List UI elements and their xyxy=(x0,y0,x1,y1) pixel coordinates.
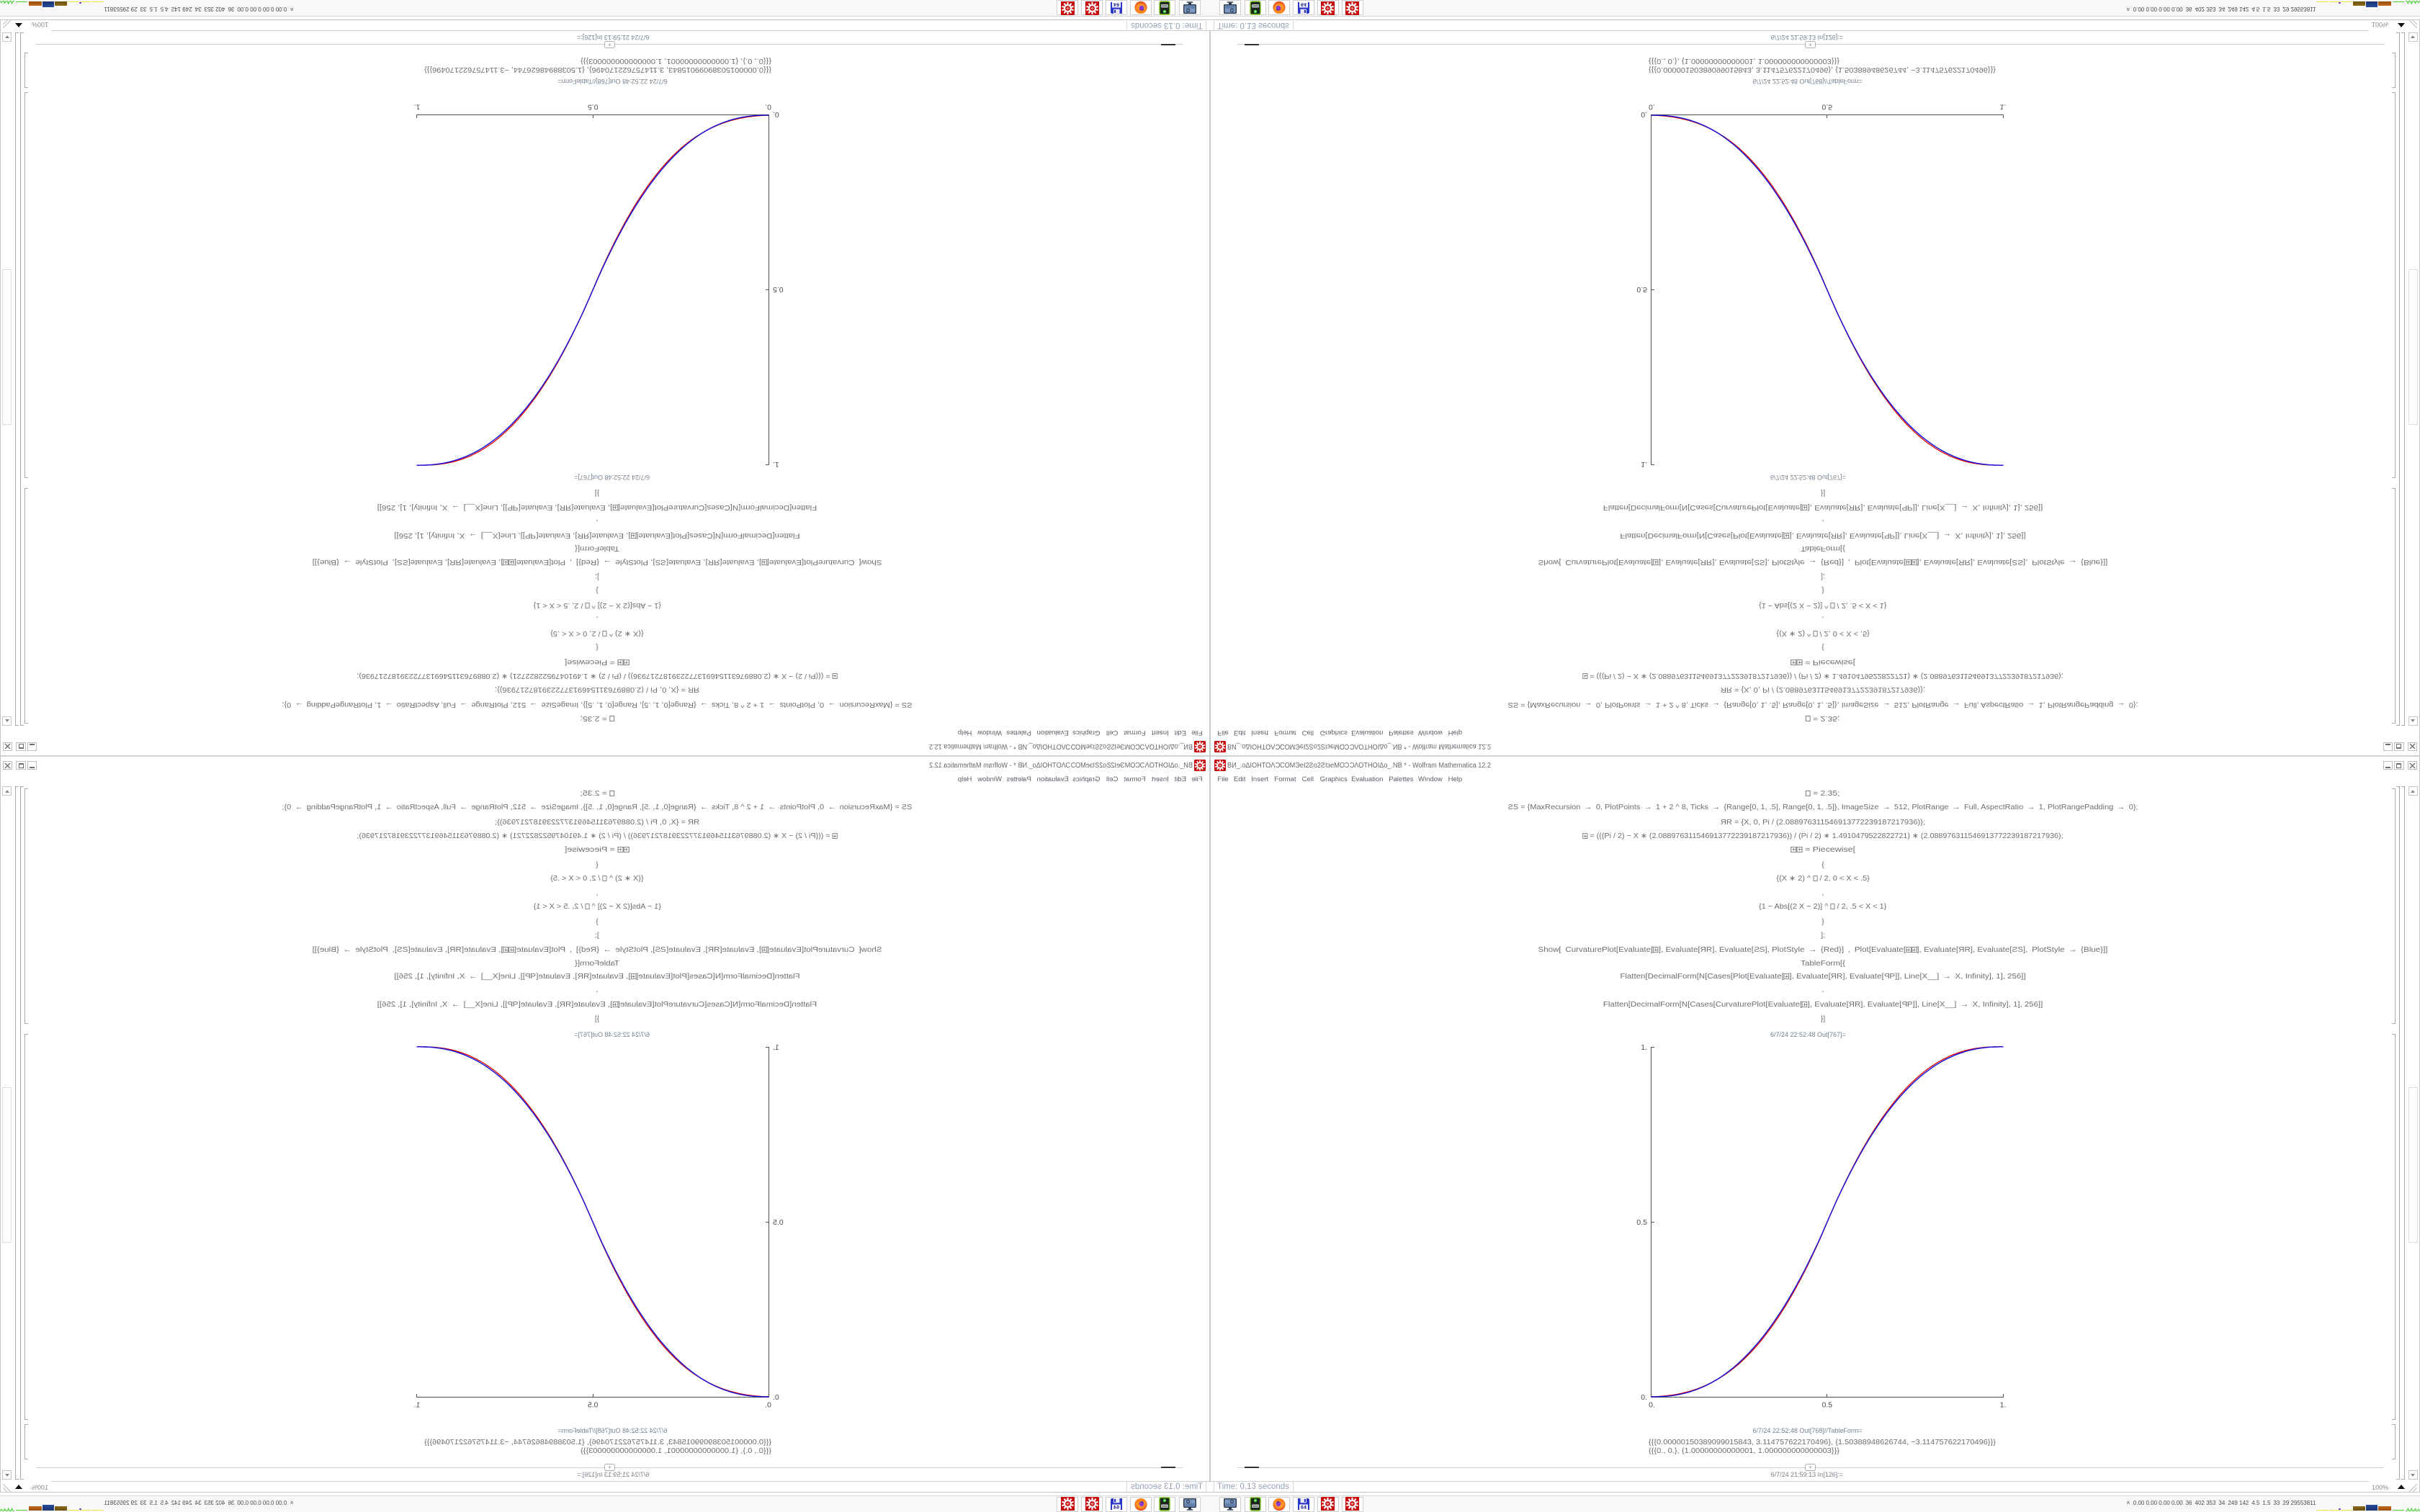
svg-text:0.: 0. xyxy=(765,103,771,112)
svg-text:64: 64 xyxy=(1301,1,1307,6)
svg-text:64: 64 xyxy=(1113,1506,1119,1511)
svg-text:1.: 1. xyxy=(773,460,779,469)
svg-text:0.5: 0.5 xyxy=(1636,285,1647,294)
svg-text:1.: 1. xyxy=(414,1401,421,1410)
svg-text:0.5: 0.5 xyxy=(588,103,599,112)
svg-text:1.: 1. xyxy=(2000,103,2007,112)
svg-text:0.5: 0.5 xyxy=(588,1401,599,1410)
svg-text:0.: 0. xyxy=(1641,1393,1647,1402)
svg-text:0.: 0. xyxy=(1641,110,1647,119)
svg-text:1.: 1. xyxy=(773,1043,779,1052)
svg-text:1.: 1. xyxy=(1641,460,1647,469)
svg-text:0.: 0. xyxy=(773,1393,779,1402)
svg-text:0.: 0. xyxy=(773,110,779,119)
svg-text:64: 64 xyxy=(1301,1506,1307,1511)
svg-text:0.: 0. xyxy=(765,1401,771,1410)
svg-text:0.5: 0.5 xyxy=(773,285,784,294)
svg-text:0.5: 0.5 xyxy=(1821,1401,1832,1410)
svg-text:1.: 1. xyxy=(1641,1043,1647,1052)
svg-text:64: 64 xyxy=(1113,1,1119,6)
svg-text:0.5: 0.5 xyxy=(773,1218,784,1227)
svg-text:0.: 0. xyxy=(1649,103,1655,112)
svg-text:0.5: 0.5 xyxy=(1636,1218,1647,1227)
svg-text:1.: 1. xyxy=(2000,1401,2007,1410)
svg-text:0.5: 0.5 xyxy=(1821,103,1832,112)
svg-text:1.: 1. xyxy=(414,103,421,112)
svg-text:0.: 0. xyxy=(1649,1401,1655,1410)
